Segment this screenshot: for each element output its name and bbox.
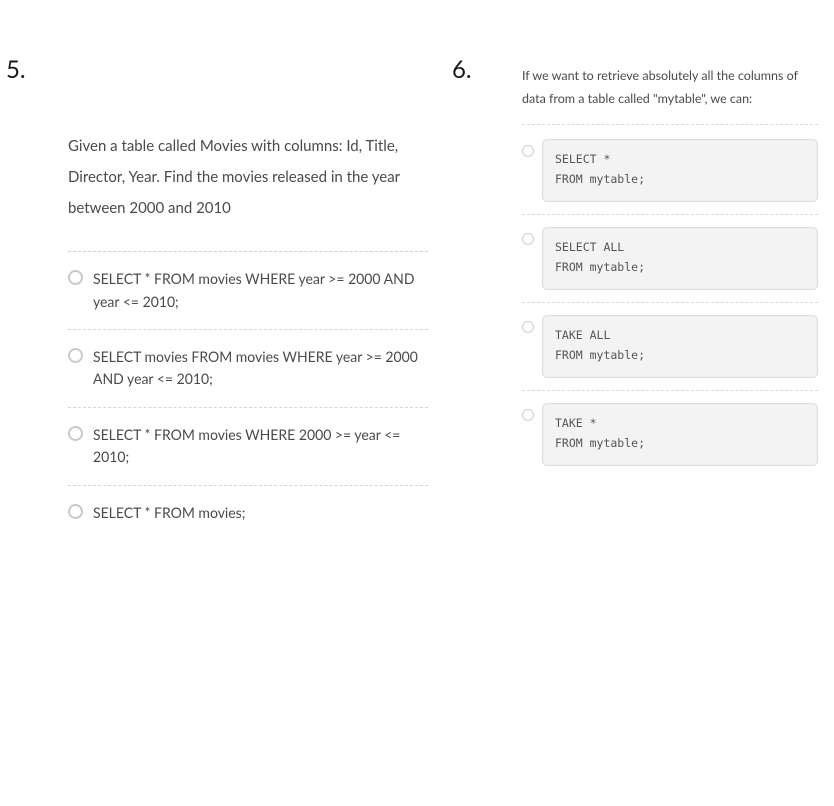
option-row[interactable]: SELECT * FROM movies WHERE year >= 2000 … (68, 252, 428, 330)
option-code: TAKE ALL FROM mytable; (542, 315, 818, 378)
radio-icon[interactable] (68, 270, 83, 285)
radio-icon[interactable] (522, 409, 534, 421)
radio-icon[interactable] (522, 321, 534, 333)
question-number: 5. (6, 55, 26, 84)
option-text: SELECT * FROM movies; (93, 502, 245, 524)
radio-icon[interactable] (68, 426, 83, 441)
option-text: SELECT movies FROM movies WHERE year >= … (93, 346, 428, 391)
option-text: SELECT * FROM movies WHERE 2000 >= year … (93, 424, 428, 469)
option-code: SELECT * FROM mytable; (542, 139, 818, 202)
question-6-body: If we want to retrieve absolutely all th… (522, 65, 818, 478)
option-text: SELECT * FROM movies WHERE year >= 2000 … (93, 268, 428, 313)
option-row[interactable]: SELECT * FROM mytable; (522, 124, 818, 215)
option-row[interactable]: SELECT ALL FROM mytable; (522, 215, 818, 303)
option-row[interactable]: TAKE ALL FROM mytable; (522, 303, 818, 391)
option-code: SELECT ALL FROM mytable; (542, 227, 818, 290)
option-row[interactable]: SELECT * FROM movies WHERE 2000 >= year … (68, 408, 428, 486)
radio-icon[interactable] (522, 145, 534, 157)
option-row[interactable]: TAKE * FROM mytable; (522, 391, 818, 478)
question-prompt: If we want to retrieve absolutely all th… (522, 65, 818, 110)
radio-icon[interactable] (522, 233, 534, 245)
option-row[interactable]: SELECT * FROM movies; (68, 486, 428, 540)
question-5-body: Given a table called Movies with columns… (68, 131, 428, 540)
options-list: SELECT * FROM mytable; SELECT ALL FROM m… (522, 124, 818, 478)
radio-icon[interactable] (68, 348, 83, 363)
option-code: TAKE * FROM mytable; (542, 403, 818, 466)
radio-icon[interactable] (68, 504, 83, 519)
quiz-page: 5. Given a table called Movies with colu… (0, 0, 834, 806)
question-number: 6. (452, 55, 472, 84)
option-row[interactable]: SELECT movies FROM movies WHERE year >= … (68, 330, 428, 408)
question-prompt: Given a table called Movies with columns… (68, 131, 428, 223)
